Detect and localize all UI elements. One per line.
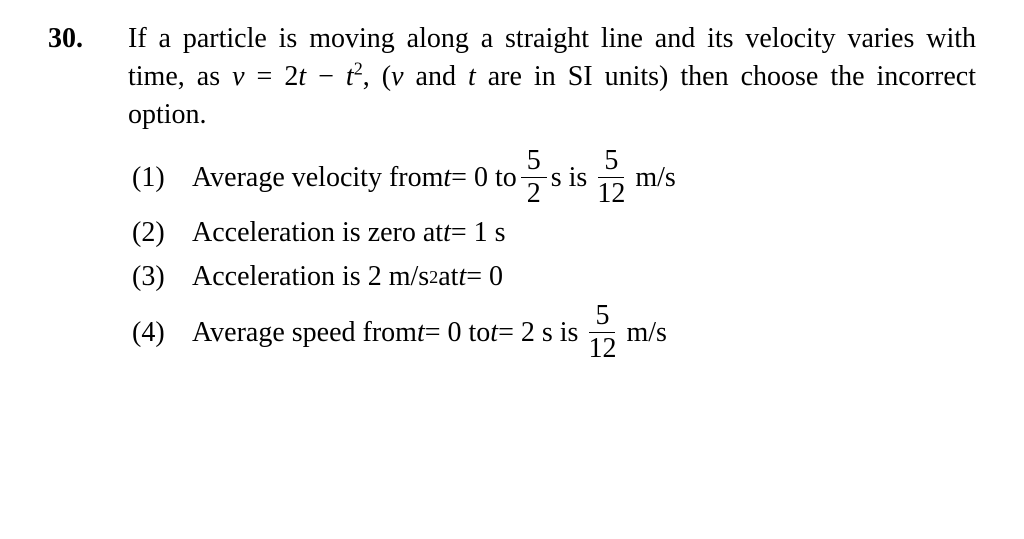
opt1-mid: s is [551,159,588,197]
option-1: (1) Average velocity from t = 0 to 5 2 s… [128,147,976,208]
option-3-label: (3) [128,258,192,296]
opt3-pre: Acceleration is 2 m/s [192,258,429,296]
opt4-eq2: = 2 s is [498,314,578,352]
opt2-t: t [443,214,451,252]
opt2-eq: = 1 s [451,214,506,252]
opt4-pre: Average speed from [192,314,417,352]
question-stem: If a particle is moving along a straight… [128,20,976,133]
eq-t2: t [346,61,354,92]
option-2-text: Acceleration is zero at t = 1 s [192,214,976,252]
opt1-t: t [443,159,451,197]
option-3: (3) Acceleration is 2 m/s2 at t = 0 [128,258,976,296]
opt1-frac2-num: 5 [598,147,624,178]
opt4-frac: 5 12 [582,302,622,363]
question-block: 30. If a particle is moving along a stra… [0,0,1024,389]
eq-t1: t [298,61,306,92]
option-1-text: Average velocity from t = 0 to 5 2 s is … [192,147,976,208]
option-1-label: (1) [128,159,192,197]
option-2-label: (2) [128,214,192,252]
opt4-eq1: = 0 to [425,314,491,352]
opt4-t2: t [490,314,498,352]
stem-t: t [468,61,476,92]
opt4-unit: m/s [626,314,666,352]
option-4-text: Average speed from t = 0 to t = 2 s is 5… [192,302,976,363]
opt1-eq1: = 0 to [451,159,517,197]
opt1-frac1-num: 5 [521,147,547,178]
stem-v: v [391,61,403,92]
options-list: (1) Average velocity from t = 0 to 5 2 s… [128,147,976,369]
stem-mid2: and [404,61,468,92]
opt3-mid: at [438,258,458,296]
eq-sup: 2 [354,58,363,78]
option-3-text: Acceleration is 2 m/s2 at t = 0 [192,258,976,296]
option-4: (4) Average speed from t = 0 to t = 2 s … [128,302,976,363]
opt1-frac1: 5 2 [521,147,547,208]
question-number: 30. [48,20,128,58]
opt3-t: t [458,258,466,296]
options-row: (1) Average velocity from t = 0 to 5 2 s… [48,133,976,369]
opt1-unit: m/s [635,159,675,197]
opt1-frac2-den: 12 [591,178,631,208]
opt4-frac-den: 12 [582,333,622,363]
opt4-t1: t [417,314,425,352]
eq-equals: = [245,61,285,92]
stem-mid1: , ( [363,61,391,92]
eq-v: v [232,61,244,92]
question-row: 30. If a particle is moving along a stra… [48,20,976,133]
option-4-label: (4) [128,314,192,352]
opt1-frac2: 5 12 [591,147,631,208]
opt1-pre: Average velocity from [192,159,443,197]
opt4-frac-num: 5 [589,302,615,333]
option-2: (2) Acceleration is zero at t = 1 s [128,214,976,252]
opt3-eq: = 0 [466,258,503,296]
eq-two: 2 [284,61,298,92]
opt1-frac1-den: 2 [521,178,547,208]
opt2-pre: Acceleration is zero at [192,214,443,252]
eq-minus: − [306,61,346,92]
